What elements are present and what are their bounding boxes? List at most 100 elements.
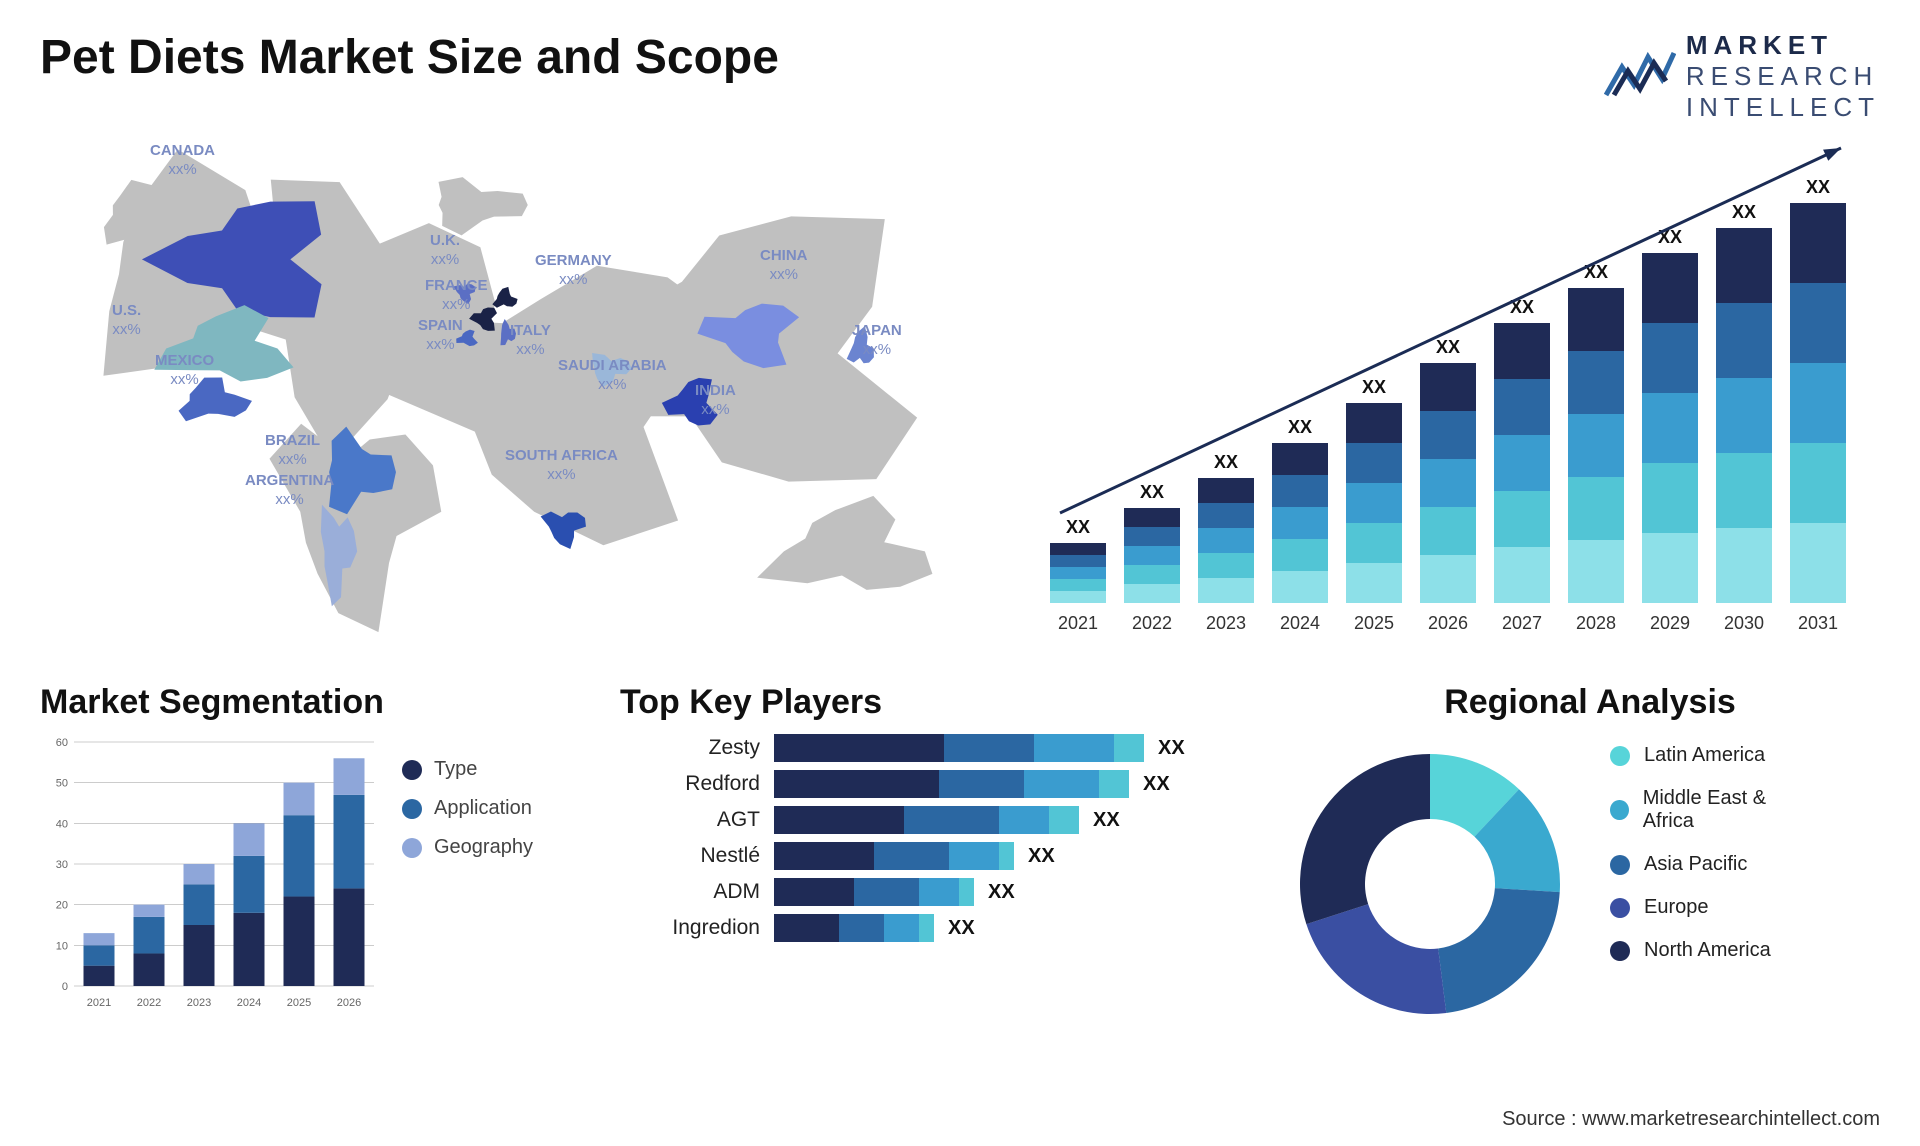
map-label: BRAZILxx% [265,433,320,468]
legend-swatch [1610,800,1629,820]
svg-text:2023: 2023 [1206,613,1246,633]
legend-label: Type [434,758,477,781]
svg-text:60: 60 [56,737,68,749]
map-label: U.S.xx% [112,303,141,338]
key-player-value: XX [1143,773,1170,796]
legend-label: Latin America [1644,744,1765,767]
map-label: MEXICOxx% [155,353,214,388]
svg-text:20: 20 [56,900,68,912]
logo-icon [1604,49,1676,104]
svg-text:2024: 2024 [237,997,261,1009]
regional-legend-item: Europe [1610,896,1810,919]
legend-swatch [1610,746,1630,766]
segmentation-legend-item: Geography [402,836,533,859]
key-player-row: Nestlé XX [620,842,1260,870]
legend-label: Geography [434,836,533,859]
key-player-name: ADM [620,880,760,904]
svg-text:2025: 2025 [1354,613,1394,633]
svg-text:2026: 2026 [1428,613,1468,633]
key-player-value: XX [1028,845,1055,868]
legend-label: Asia Pacific [1644,853,1747,876]
svg-text:2022: 2022 [137,997,161,1009]
world-map: CANADAxx% U.S.xx% MEXICOxx% BRAZILxx% ARGENT… [40,133,990,653]
key-player-value: XX [1093,809,1120,832]
map-label: U.K.xx% [430,233,460,268]
key-player-name: Zesty [620,736,760,760]
regional-legend-item: Middle East & Africa [1610,787,1810,833]
svg-text:2022: 2022 [1132,613,1172,633]
svg-text:2025: 2025 [287,997,311,1009]
map-label: JAPANxx% [852,323,902,358]
segmentation-legend-item: Type [402,758,533,781]
key-player-name: Ingredion [620,916,760,940]
key-player-bar [774,770,1129,798]
map-label: INDIAxx% [695,383,736,418]
svg-text:2031: 2031 [1798,613,1838,633]
map-label: FRANCExx% [425,278,488,313]
key-player-row: Zesty XX [620,734,1260,762]
svg-text:XX: XX [1806,177,1830,197]
svg-text:2021: 2021 [87,997,111,1009]
svg-text:2030: 2030 [1724,613,1764,633]
segmentation-chart: 0102030405060202120222023202420252026 [40,734,380,1014]
map-label: SPAINxx% [418,318,463,353]
logo-text-2: RESEARCH [1686,61,1880,92]
key-player-bar [774,842,1014,870]
brand-logo: MARKET RESEARCH INTELLECT [1604,30,1880,123]
growth-chart: XX2021XX2022XX2023XX2024XX2025XX2026XX20… [1020,133,1880,653]
key-player-value: XX [948,917,975,940]
svg-text:50: 50 [56,778,68,790]
logo-text-3: INTELLECT [1686,92,1880,123]
key-player-row: ADM XX [620,878,1260,906]
legend-label: North America [1644,939,1771,962]
svg-text:XX: XX [1436,337,1460,357]
segmentation-title: Market Segmentation [40,683,600,722]
legend-label: Application [434,797,532,820]
map-label: CHINAxx% [760,248,808,283]
key-player-name: Nestlé [620,844,760,868]
map-label: CANADAxx% [150,143,215,178]
svg-text:2026: 2026 [337,997,361,1009]
legend-label: Middle East & Africa [1643,787,1810,833]
svg-text:30: 30 [56,859,68,871]
map-label: ARGENTINAxx% [245,473,334,508]
svg-text:2027: 2027 [1502,613,1542,633]
key-players-title: Top Key Players [620,683,1260,722]
key-player-value: XX [988,881,1015,904]
regional-title: Regional Analysis [1280,683,1900,722]
key-player-row: RedfordXX [620,770,1260,798]
key-player-value: XX [1158,737,1185,760]
logo-text-1: MARKET [1686,30,1880,61]
segmentation-panel: Market Segmentation 01020304050602021202… [40,683,600,1034]
regional-panel: Regional Analysis Latin America Middle Ea… [1280,683,1900,1034]
legend-label: Europe [1644,896,1709,919]
svg-text:XX: XX [1732,202,1756,222]
legend-swatch [1610,941,1630,961]
regional-donut [1280,734,1580,1034]
svg-text:2029: 2029 [1650,613,1690,633]
segmentation-legend: Type Application Geography [402,758,533,859]
page-title: Pet Diets Market Size and Scope [40,30,779,85]
key-players-panel: Top Key Players ZestyXXRedfordXXAGTXXNes… [620,683,1260,1034]
legend-swatch [402,838,422,858]
svg-text:2024: 2024 [1280,613,1320,633]
map-label: SAUDI ARABIAxx% [558,358,667,393]
svg-text:XX: XX [1362,377,1386,397]
regional-legend-item: Asia Pacific [1610,853,1810,876]
svg-text:2021: 2021 [1058,613,1098,633]
legend-swatch [402,799,422,819]
svg-text:10: 10 [56,940,68,952]
svg-text:XX: XX [1140,482,1164,502]
regional-legend-item: Latin America [1610,744,1810,767]
legend-swatch [1610,855,1630,875]
key-player-bar [774,734,1144,762]
legend-swatch [402,760,422,780]
svg-text:0: 0 [62,981,68,993]
svg-text:2028: 2028 [1576,613,1616,633]
source-text: Source : www.marketresearchintellect.com [1502,1108,1880,1131]
key-player-bar [774,878,974,906]
key-player-bar [774,806,1079,834]
key-player-row: Ingredion XX [620,914,1260,942]
key-player-name: AGT [620,808,760,832]
key-player-bar [774,914,934,942]
